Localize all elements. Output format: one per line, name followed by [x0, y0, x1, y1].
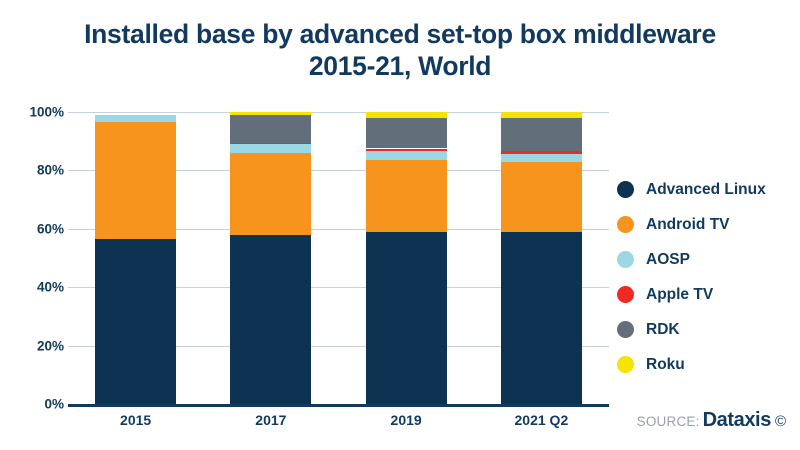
bar-segment[interactable]: [365, 117, 447, 149]
bar-segment[interactable]: [500, 112, 582, 118]
bar-stack[interactable]: [95, 112, 177, 404]
bar-stack[interactable]: [500, 112, 582, 404]
legend-color-swatch-icon: [617, 251, 634, 268]
bar-segment[interactable]: [365, 231, 447, 404]
legend-item[interactable]: Android TV: [617, 207, 797, 242]
y-axis-tick-label: 40%: [36, 279, 64, 295]
bar-segment[interactable]: [230, 114, 312, 143]
chart-title-line-2: 2015-21, World: [308, 51, 492, 81]
y-axis-tick-label: 100%: [29, 104, 64, 120]
chart-title: Installed base by advanced set-top box m…: [0, 18, 800, 82]
source-label: SOURCE:: [636, 414, 700, 429]
y-axis-tick-label: 20%: [36, 338, 64, 354]
x-axis-line: [68, 404, 609, 407]
legend-item[interactable]: Apple TV: [617, 277, 797, 312]
bar-segment[interactable]: [230, 142, 312, 145]
x-axis-tick-label: 2015: [120, 412, 152, 428]
y-axis-tick-labels: 0% 20% 40% 60% 80% 100%: [0, 105, 64, 412]
plot-canvas: [68, 112, 609, 407]
legend-item[interactable]: AOSP: [617, 242, 797, 277]
legend-item-label: Roku: [646, 355, 685, 373]
source-attribution: SOURCE: Dataxis ©: [637, 409, 786, 432]
bar-segment[interactable]: [95, 122, 177, 240]
bar-segment[interactable]: [365, 112, 447, 118]
x-axis-tick-labels: 2015 2017 2019 2021 Q2: [68, 412, 609, 438]
y-axis-tick-label: 80%: [36, 162, 64, 178]
bar-stack[interactable]: [365, 112, 447, 404]
legend-item-label: AOSP: [646, 250, 690, 268]
bar-segment[interactable]: [365, 151, 447, 161]
bar-segment[interactable]: [230, 112, 312, 115]
bar-segment[interactable]: [500, 154, 582, 162]
bar-segment[interactable]: [230, 152, 312, 235]
legend-item-label: Apple TV: [646, 285, 714, 303]
legend-color-swatch-icon: [617, 286, 634, 303]
bar-segment[interactable]: [365, 148, 447, 152]
legend-item[interactable]: Advanced Linux: [617, 172, 797, 207]
bar-stack[interactable]: [230, 112, 312, 404]
bar-segment[interactable]: [95, 239, 177, 404]
x-axis-tick-label: 2019: [390, 412, 422, 428]
bar-segment[interactable]: [95, 114, 177, 123]
legend-item-label: Advanced Linux: [646, 180, 766, 198]
gridline: [68, 112, 609, 113]
y-axis-tick-label: 60%: [36, 221, 64, 237]
legend-item[interactable]: Roku: [617, 347, 797, 382]
gridline: [68, 228, 609, 230]
legend-color-swatch-icon: [617, 216, 634, 233]
copyright-symbol: ©: [774, 413, 786, 430]
legend-color-swatch-icon: [617, 356, 634, 373]
legend-color-swatch-icon: [617, 321, 634, 338]
legend-item-label: Android TV: [646, 215, 730, 233]
x-axis-tick-label: 2021 Q2: [514, 412, 569, 428]
bar-segment[interactable]: [500, 231, 582, 404]
bar-segment[interactable]: [230, 234, 312, 404]
gridline: [68, 345, 609, 347]
legend-item-label: RDK: [646, 320, 680, 338]
bar-segment[interactable]: [500, 161, 582, 232]
bar-segment[interactable]: [230, 144, 312, 153]
gridline: [68, 287, 609, 289]
chart-legend: Advanced Linux Android TV AOSP Apple TV RDK R…: [617, 172, 797, 382]
chart-title-line-1: Installed base by advanced set-top box m…: [84, 19, 716, 49]
bar-series-group: [68, 112, 609, 404]
x-axis-tick-label: 2017: [255, 412, 287, 428]
source-brand: Dataxis: [702, 409, 772, 431]
gridline: [68, 170, 609, 172]
bar-segment[interactable]: [500, 117, 582, 152]
bar-segment[interactable]: [365, 160, 447, 232]
bar-segment[interactable]: [500, 151, 582, 155]
y-axis-tick-label: 0%: [44, 396, 64, 412]
legend-item[interactable]: RDK: [617, 312, 797, 347]
legend-color-swatch-icon: [617, 181, 634, 198]
